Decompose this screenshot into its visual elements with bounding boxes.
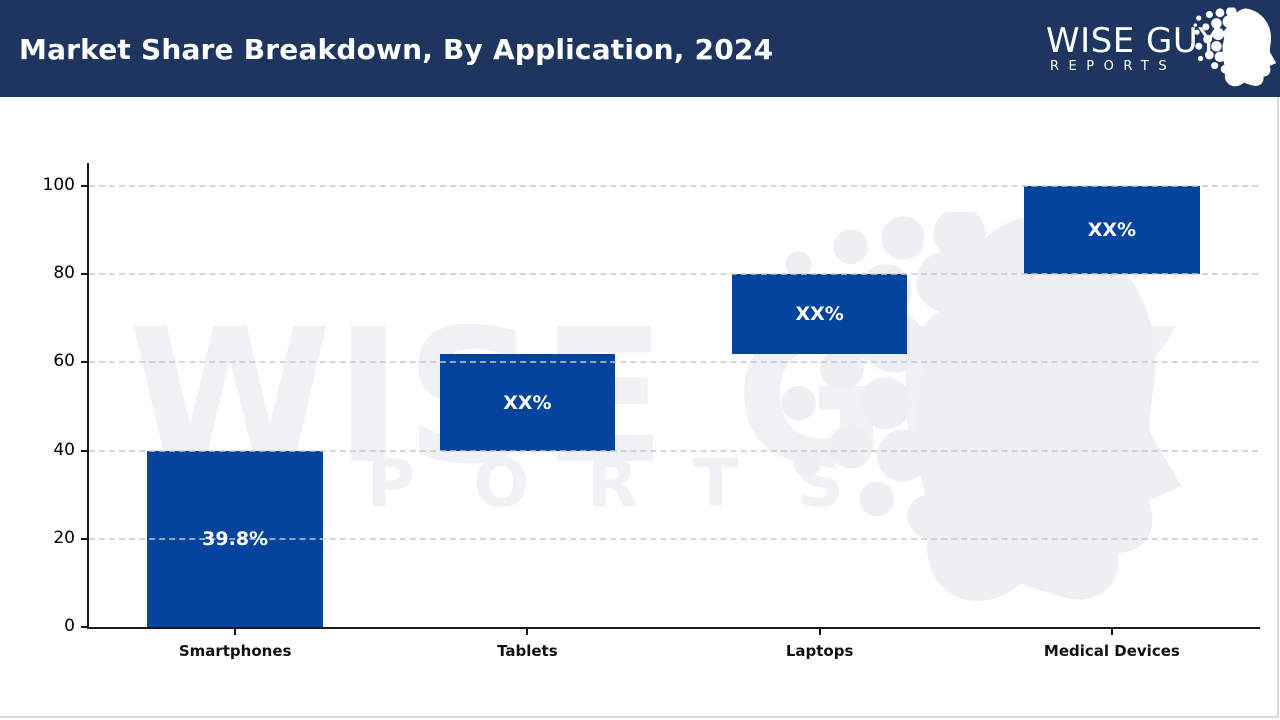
header-band: Market Share Breakdown, By Application, … bbox=[0, 0, 1280, 97]
chart-area: WISE GUY REPORTS 39.8% XX% XX% XX% 0 20 40 60 8… bbox=[0, 97, 1280, 720]
y-tick-60 bbox=[81, 361, 89, 364]
x-tick-label-tablets: Tablets bbox=[497, 642, 558, 660]
y-tick-0 bbox=[81, 626, 89, 628]
bar-medical-devices bbox=[1024, 185, 1200, 275]
gridline-40 bbox=[89, 449, 1258, 452]
x-tick-tablets bbox=[526, 629, 529, 635]
y-tick-label-20: 20 bbox=[53, 527, 75, 548]
logo-wordmark: WISE GUY bbox=[1046, 21, 1220, 61]
bar-value-label-medical-devices: XX% bbox=[1087, 219, 1137, 242]
x-tick-smartphones bbox=[234, 629, 237, 635]
x-tick-label-smartphones: Smartphones bbox=[178, 642, 292, 660]
wise-guy-logo: WISE GUY REPORTS bbox=[1040, 0, 1278, 97]
bar-value-label-tablets: XX% bbox=[503, 391, 552, 414]
x-axis-spine bbox=[87, 627, 1260, 629]
bar-tablets bbox=[439, 353, 616, 452]
y-tick-label-60: 60 bbox=[53, 351, 75, 372]
gridline-60 bbox=[89, 361, 1258, 364]
logo-subtext: REPORTS bbox=[1050, 59, 1177, 74]
gridline-80 bbox=[89, 273, 1258, 276]
page-title: Market Share Breakdown, By Application, … bbox=[19, 33, 774, 66]
x-tick-label-medical-devices: Medical Devices bbox=[1043, 642, 1180, 660]
y-axis-spine bbox=[87, 163, 89, 629]
head-profile-icon bbox=[1190, 6, 1278, 90]
gridline-20 bbox=[89, 537, 1258, 540]
plot-area: 39.8% XX% XX% XX% bbox=[89, 163, 1258, 627]
x-tick-label-laptops: Laptops bbox=[785, 642, 854, 660]
y-tick-label-100: 100 bbox=[42, 174, 75, 195]
y-tick-label-40: 40 bbox=[53, 439, 75, 460]
y-tick-label-0: 0 bbox=[64, 616, 75, 636]
y-tick-40 bbox=[81, 449, 89, 452]
y-tick-80 bbox=[81, 273, 89, 276]
bar-laptops bbox=[731, 274, 908, 354]
y-tick-20 bbox=[81, 537, 89, 540]
x-tick-medical-devices bbox=[1110, 629, 1113, 635]
y-tick-label-80: 80 bbox=[53, 263, 75, 284]
x-tick-laptops bbox=[818, 629, 821, 635]
bar-value-label-smartphones: 39.8% bbox=[202, 528, 269, 551]
bar-value-label-laptops: XX% bbox=[795, 302, 844, 325]
y-tick-100 bbox=[81, 184, 89, 187]
gridline-100 bbox=[89, 184, 1258, 187]
